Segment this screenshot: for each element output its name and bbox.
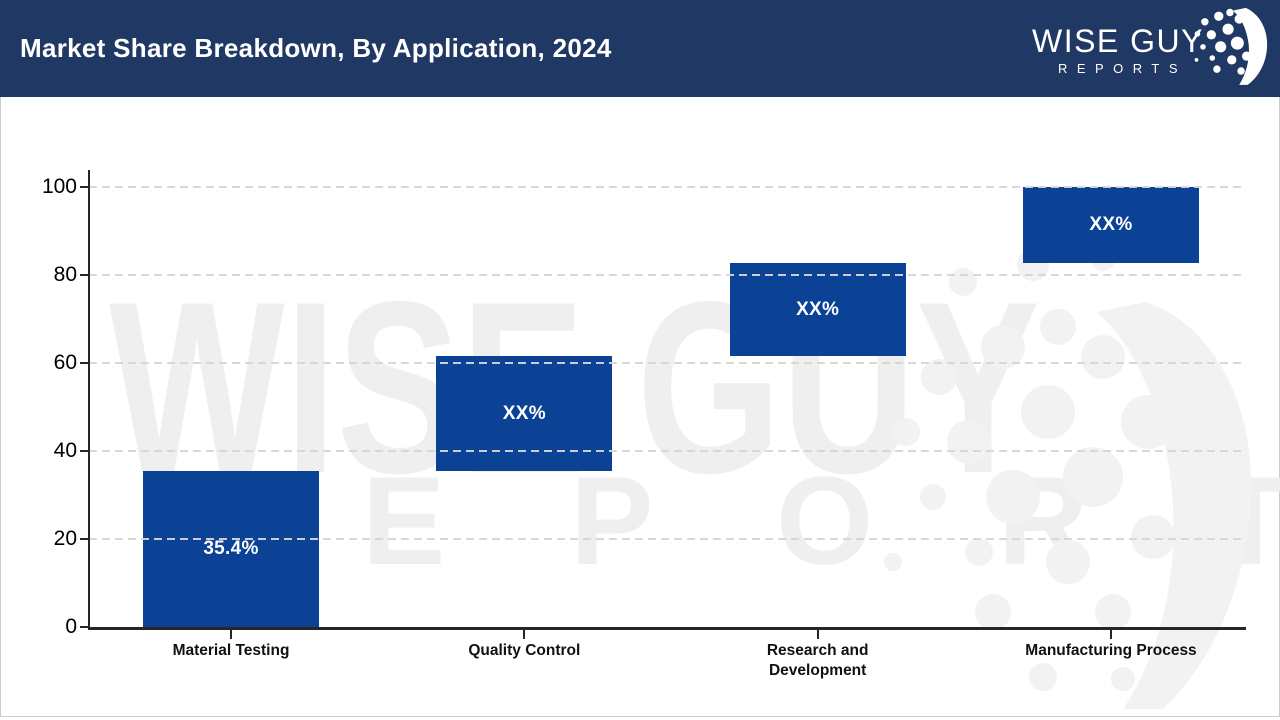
gridline-60 xyxy=(89,362,1246,364)
y-tick-0 xyxy=(80,626,89,628)
y-tick-label: 80 xyxy=(53,263,77,286)
x-category-label: Material Testing xyxy=(172,642,290,659)
bar-3: XX% xyxy=(729,263,906,356)
bar-value-label: XX% xyxy=(796,298,840,320)
gridline-20 xyxy=(89,538,1246,540)
x-tick-4 xyxy=(1109,630,1112,639)
gridline-40 xyxy=(89,450,1246,452)
x-tick-2 xyxy=(523,630,526,639)
gridline-100 xyxy=(89,186,1246,188)
bar-1: 35.4% xyxy=(143,471,319,627)
x-category-label: Quality Control xyxy=(468,642,581,659)
x-category-label: Research and Development xyxy=(766,642,869,679)
x-tick-3 xyxy=(816,630,819,639)
bar-value-label: 35.4% xyxy=(203,538,259,560)
y-tick-label: 0 xyxy=(65,615,77,638)
y-axis xyxy=(88,170,90,630)
gridline-80 xyxy=(89,274,1246,276)
x-axis xyxy=(89,627,1246,630)
y-tick-80 xyxy=(80,274,89,276)
chart-area: WISE GUY R E P O R T S 02040608010035.4%… xyxy=(0,97,1280,717)
logo-wordmark: WISE GUY xyxy=(1031,22,1204,59)
bar-2: XX% xyxy=(436,355,613,472)
y-tick-label: 100 xyxy=(41,175,77,198)
brand-logo: WISE GUY REPORTS xyxy=(1032,6,1268,86)
y-tick-40 xyxy=(80,450,89,452)
y-tick-label: 60 xyxy=(53,351,77,374)
logo-face-icon xyxy=(1194,7,1268,85)
y-tick-label: 20 xyxy=(53,527,77,550)
plot-area: 0 20 40 60 80 100 35.4% XX% XX% XX% Material Testi… xyxy=(1,97,1279,716)
bar-4: XX% xyxy=(1022,187,1199,264)
bar-value-label: XX% xyxy=(1089,214,1133,236)
header-bar: Market Share Breakdown, By Application, … xyxy=(0,0,1280,97)
y-tick-20 xyxy=(80,538,89,540)
x-tick-1 xyxy=(230,630,232,639)
y-tick-100 xyxy=(80,186,89,188)
logo-subtext: REPORTS xyxy=(1057,60,1188,76)
watermark-face-icon xyxy=(884,247,1252,709)
page-title: Market Share Breakdown, By Application, … xyxy=(20,33,612,63)
bar-value-label: XX% xyxy=(502,402,546,424)
y-tick-label: 40 xyxy=(53,439,77,462)
y-tick-60 xyxy=(80,362,89,364)
x-category-label: Manufacturing Process xyxy=(1025,642,1197,659)
